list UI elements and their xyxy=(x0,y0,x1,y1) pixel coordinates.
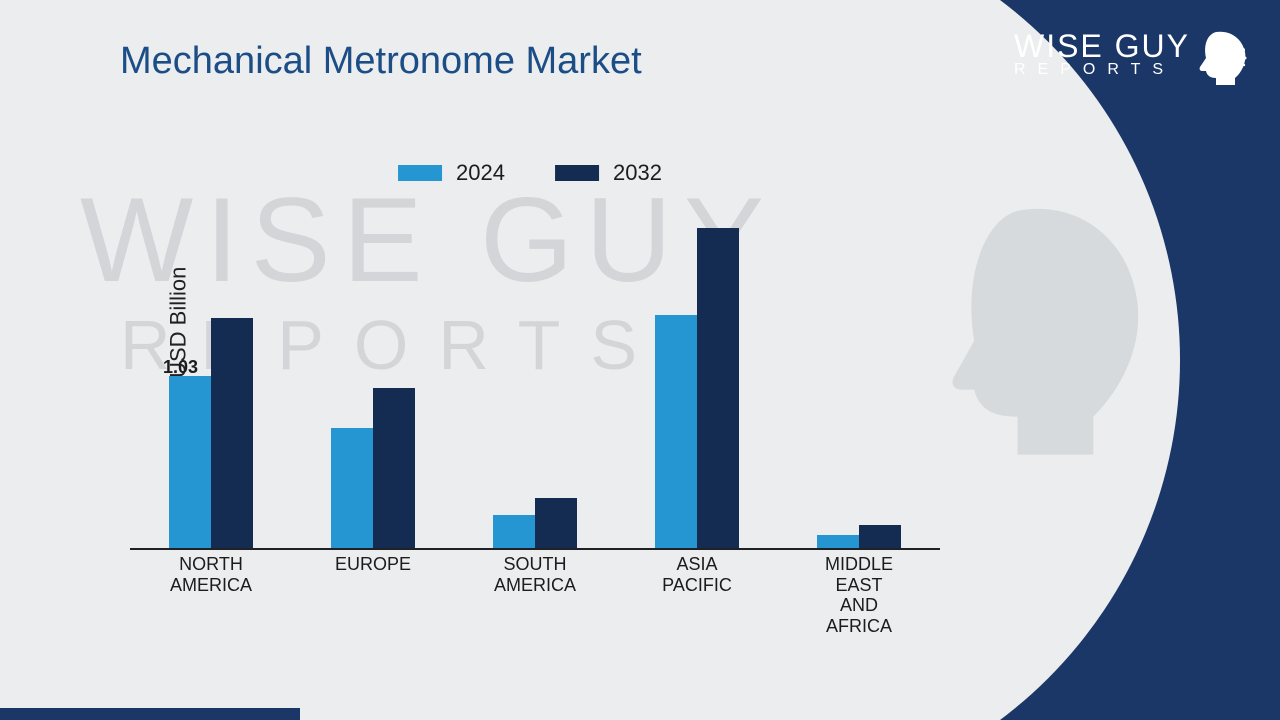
legend-item-2032: 2032 xyxy=(555,160,662,186)
brand-head-icon xyxy=(1198,30,1250,86)
bar-value-label: 1.03 xyxy=(163,357,198,378)
plot-area: 1.03 xyxy=(130,200,940,550)
bar xyxy=(697,228,739,548)
brand-line2: REPORTS xyxy=(1014,62,1190,78)
report-canvas: WISE GUY REPORTS WISE GUY REPORTS Mechan… xyxy=(0,0,1280,720)
bar xyxy=(373,388,415,548)
bar xyxy=(859,525,901,548)
legend-swatch-2032 xyxy=(555,165,599,181)
legend-item-2024: 2024 xyxy=(398,160,505,186)
brand-logo: WISE GUY REPORTS xyxy=(1014,30,1250,86)
x-axis-label: SOUTHAMERICA xyxy=(460,550,610,620)
x-axis-label: MIDDLEEASTANDAFRICA xyxy=(784,550,934,620)
legend-swatch-2024 xyxy=(398,165,442,181)
legend: 2024 2032 xyxy=(398,160,662,186)
bar xyxy=(817,535,859,548)
legend-label-2032: 2032 xyxy=(613,160,662,186)
x-axis-label: EUROPE xyxy=(298,550,448,620)
bar-group xyxy=(784,200,934,548)
bar xyxy=(169,376,211,548)
bar-group xyxy=(298,200,448,548)
watermark-head-icon xyxy=(940,200,1160,460)
bar xyxy=(655,315,697,548)
bar-group xyxy=(622,200,772,548)
bar xyxy=(331,428,373,548)
bar-chart: Market Size in USD Billion 2024 2032 1.0… xyxy=(120,170,940,620)
bar-groups: 1.03 xyxy=(130,200,940,548)
bar-group xyxy=(460,200,610,548)
x-axis-label: ASIAPACIFIC xyxy=(622,550,772,620)
bar-group: 1.03 xyxy=(136,200,286,548)
bar xyxy=(211,318,253,548)
x-axis-label: NORTHAMERICA xyxy=(136,550,286,620)
chart-title: Mechanical Metronome Market xyxy=(120,40,642,83)
brand-line1: WISE GUY xyxy=(1014,30,1190,62)
legend-label-2024: 2024 xyxy=(456,160,505,186)
bar xyxy=(493,515,535,548)
x-axis-labels: NORTHAMERICAEUROPESOUTHAMERICAASIAPACIFI… xyxy=(130,550,940,620)
bar xyxy=(535,498,577,548)
bottom-accent-bar xyxy=(0,708,300,720)
